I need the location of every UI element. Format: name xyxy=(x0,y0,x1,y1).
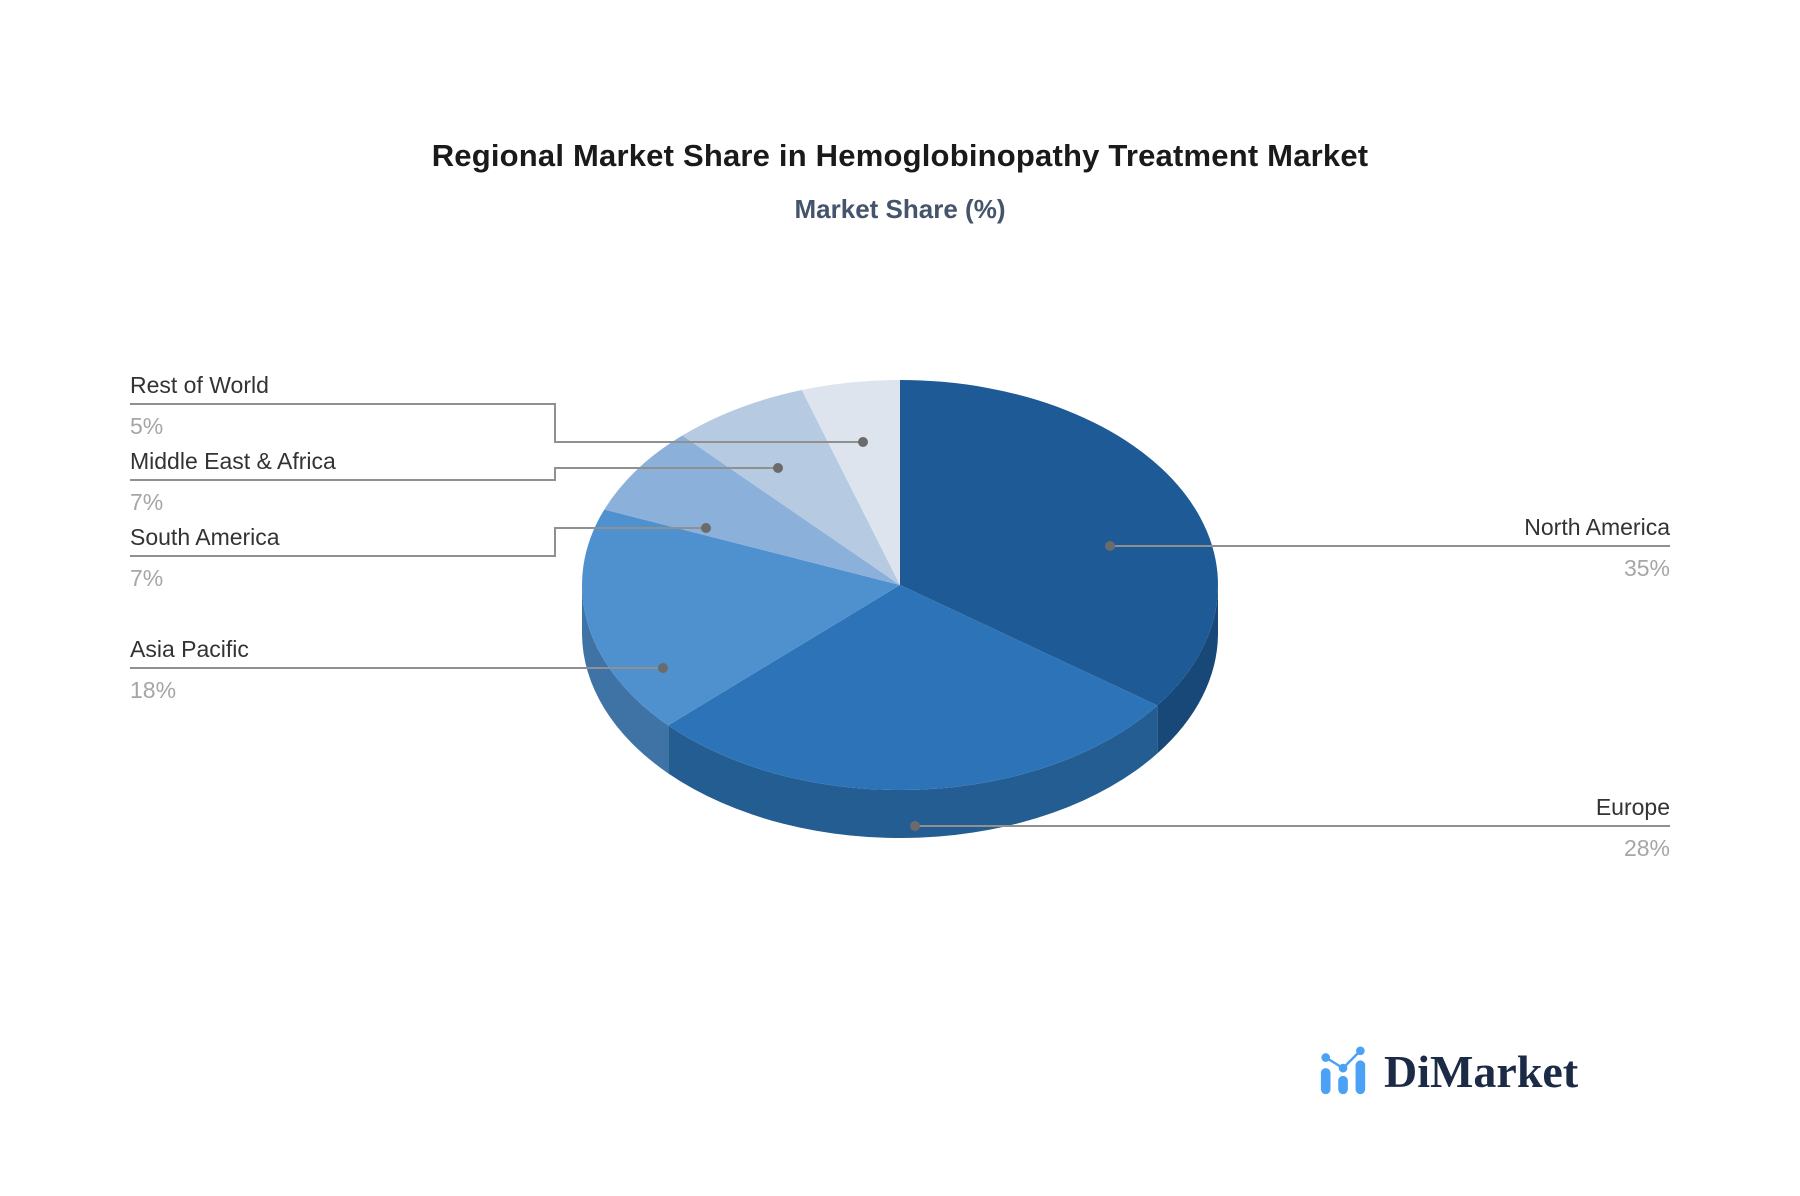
pie-slice-side-europe xyxy=(668,705,1158,838)
slice-value-north-america: 35% xyxy=(1624,555,1670,581)
chart-subtitle: Market Share (%) xyxy=(794,194,1006,224)
pie-slice-middle-east-africa xyxy=(682,390,900,585)
pie-slice-south-america xyxy=(604,435,900,585)
leader-dot-south-america xyxy=(701,523,711,533)
leader-dot-asia-pacific xyxy=(658,663,668,673)
slice-value-south-america: 7% xyxy=(130,565,163,591)
slice-value-europe: 28% xyxy=(1624,835,1670,861)
slice-label-north-america: North America xyxy=(1524,514,1670,540)
slice-value-middle-east-africa: 7% xyxy=(130,489,163,515)
slice-label-middle-east-africa: Middle East & Africa xyxy=(130,448,336,474)
logo-bars xyxy=(1320,1060,1366,1095)
brand-logo: DiMarket xyxy=(1318,1044,1578,1098)
leader-line-rest-of-world xyxy=(130,403,863,443)
slice-label-rest-of-world: Rest of World xyxy=(130,372,269,398)
slice-label-asia-pacific: Asia Pacific xyxy=(130,636,249,662)
slice-value-rest-of-world: 5% xyxy=(130,413,163,439)
leader-dot-north-america xyxy=(1105,541,1115,551)
brand-logo-text: DiMarket xyxy=(1384,1045,1579,1097)
pie-slice-rest-of-world xyxy=(801,380,900,585)
leader-dot-europe xyxy=(910,821,920,831)
logo-dots xyxy=(1321,1046,1365,1073)
leader-dot-rest-of-world xyxy=(858,437,868,447)
leader-line-south-america xyxy=(130,527,706,557)
slice-value-asia-pacific: 18% xyxy=(130,677,176,703)
leader-dot-middle-east-africa xyxy=(773,463,783,473)
slice-label-south-america: South America xyxy=(130,524,280,550)
pie-slice-side-north-america xyxy=(1157,585,1218,754)
slice-label-europe: Europe xyxy=(1596,794,1670,820)
pie-slice-north-america xyxy=(900,380,1219,706)
pie-slice-side-asia-pacific xyxy=(582,585,669,774)
pie-slice-europe xyxy=(668,585,1158,791)
chart-title: Regional Market Share in Hemoglobinopath… xyxy=(431,138,1369,173)
bar-chart-trend-icon xyxy=(1320,1046,1366,1095)
leader-line-middle-east-africa xyxy=(130,467,778,481)
